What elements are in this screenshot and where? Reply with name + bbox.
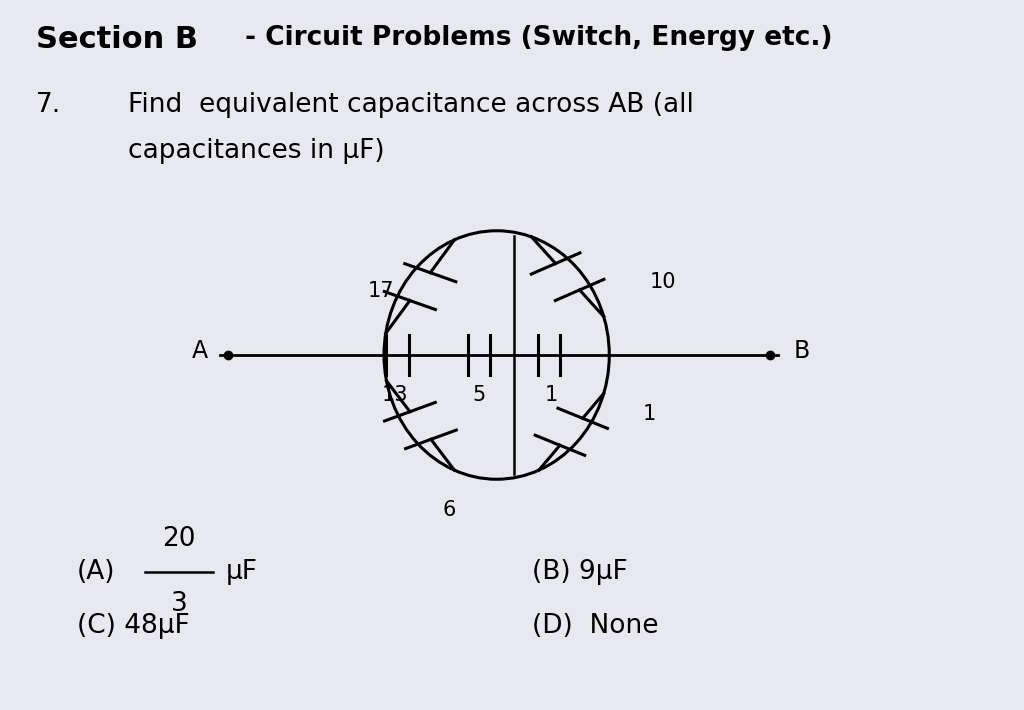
Text: Find  equivalent capacitance across AB (all: Find equivalent capacitance across AB (a… [128, 92, 694, 119]
Text: 20: 20 [163, 525, 196, 552]
Text: capacitances in μF): capacitances in μF) [128, 138, 385, 165]
Text: A: A [191, 339, 208, 364]
Text: (A): (A) [77, 559, 116, 584]
Text: 7.: 7. [36, 92, 61, 119]
Text: - Circuit Problems (Switch, Energy etc.): - Circuit Problems (Switch, Energy etc.) [236, 25, 833, 51]
Text: 13: 13 [382, 385, 409, 405]
Text: μF: μF [225, 559, 257, 584]
Text: 6: 6 [442, 500, 456, 520]
Text: 3: 3 [171, 591, 187, 618]
Text: B: B [794, 339, 810, 364]
Text: Section B: Section B [36, 25, 198, 54]
Text: (B) 9μF: (B) 9μF [532, 559, 629, 584]
Text: (C) 48μF: (C) 48μF [77, 613, 189, 639]
Text: (D)  None: (D) None [532, 613, 659, 639]
Text: 1: 1 [643, 404, 656, 424]
Text: 5: 5 [473, 385, 485, 405]
Text: 10: 10 [650, 272, 676, 292]
Text: 17: 17 [368, 281, 394, 302]
Text: 1: 1 [545, 385, 557, 405]
